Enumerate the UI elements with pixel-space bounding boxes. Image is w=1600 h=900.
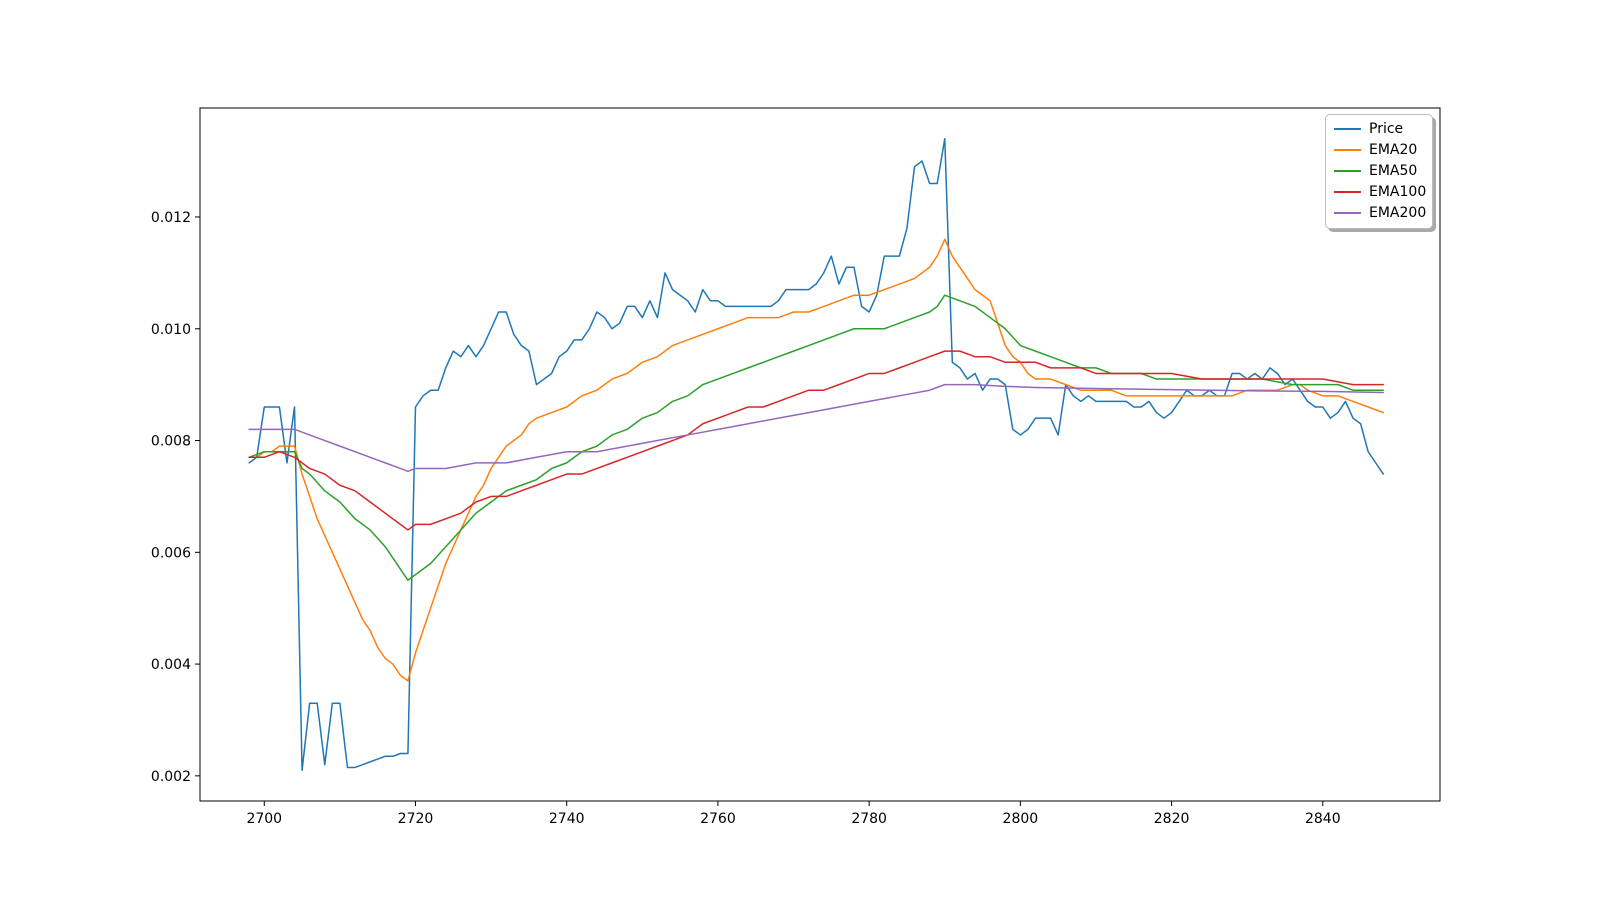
plot-area xyxy=(200,108,1440,801)
x-tick-label: 2740 xyxy=(549,811,585,827)
legend-item-ema200: EMA200 xyxy=(1334,205,1427,221)
x-tick-label: 2700 xyxy=(246,811,282,827)
legend-line-sample-ema50 xyxy=(1334,170,1361,172)
legend-line-sample-ema100 xyxy=(1334,191,1361,193)
x-tick-label: 2800 xyxy=(1003,811,1039,827)
legend-line-sample-price xyxy=(1334,128,1361,130)
legend-item-ema50: EMA50 xyxy=(1334,163,1424,179)
series-line-ema100 xyxy=(248,350,1385,531)
y-tick-label: 0.010 xyxy=(151,322,191,338)
x-tick-label: 2840 xyxy=(1305,811,1341,827)
y-tick-label: 0.012 xyxy=(151,210,191,226)
series-line-ema200 xyxy=(248,383,1385,473)
y-tick-label: 0.002 xyxy=(151,769,191,785)
legend-label-ema100: EMA100 xyxy=(1369,184,1427,200)
legend-label-price: Price xyxy=(1369,121,1404,137)
legend-line-sample-ema200 xyxy=(1334,212,1361,214)
x-tick-label: 2720 xyxy=(398,811,434,827)
legend-label-ema20: EMA20 xyxy=(1369,142,1418,158)
legend-line-sample-ema20 xyxy=(1334,149,1361,151)
legend-label-ema200: EMA200 xyxy=(1369,205,1427,221)
legend-item-ema100: EMA100 xyxy=(1334,184,1427,200)
series-line-ema20 xyxy=(248,238,1385,682)
legend: Price EMA20 EMA50 EMA100 EMA200 xyxy=(1325,114,1433,229)
x-tick-label: 2780 xyxy=(851,811,887,827)
y-tick-label: 0.008 xyxy=(151,434,191,450)
legend-label-ema50: EMA50 xyxy=(1369,163,1418,179)
legend-item-ema20: EMA20 xyxy=(1334,142,1424,158)
x-tick-label: 2760 xyxy=(700,811,736,827)
x-tick-label: 2820 xyxy=(1154,811,1190,827)
y-tick-label: 0.006 xyxy=(151,545,191,561)
plot-spines xyxy=(199,107,1441,802)
legend-item-price: Price xyxy=(1334,121,1424,137)
y-tick-label: 0.004 xyxy=(151,657,191,673)
